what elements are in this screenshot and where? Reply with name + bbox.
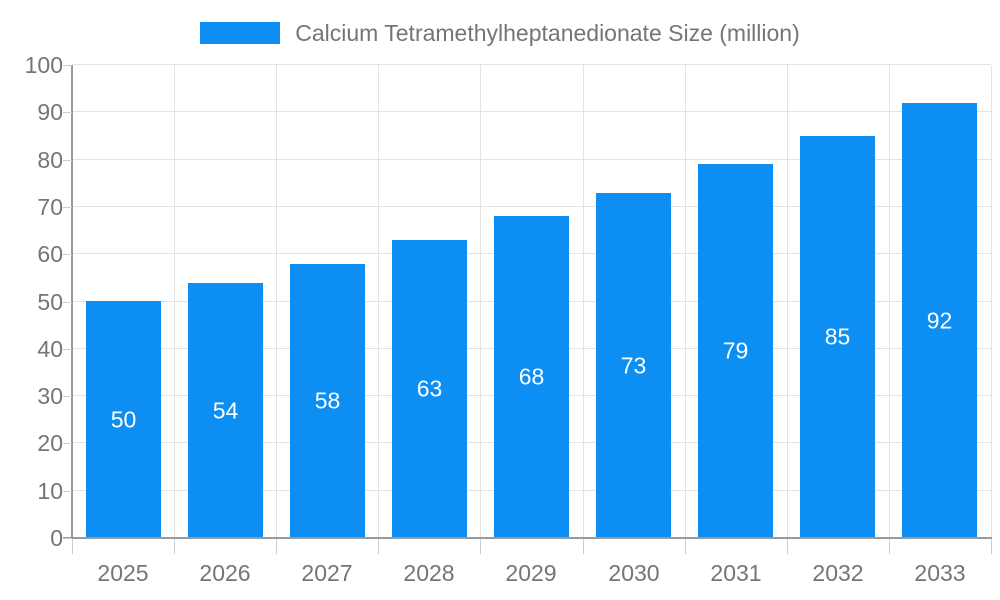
y-axis-tick [63, 491, 72, 492]
legend-label: Calcium Tetramethylheptanedionate Size (… [295, 19, 800, 46]
y-axis-tick-label: 90 [37, 99, 63, 125]
gridline-vertical [276, 65, 277, 538]
gridline-horizontal [72, 158, 991, 160]
legend-swatch [200, 22, 281, 44]
bar-value-label: 54 [212, 397, 239, 423]
y-axis-tick-label: 100 [24, 52, 63, 78]
y-axis-tick-label: 10 [37, 478, 63, 504]
y-axis-tick-label: 20 [37, 430, 63, 456]
x-axis-tick [378, 539, 379, 554]
x-axis-tick-label: 2030 [608, 560, 660, 586]
x-axis-tick-label: 2026 [199, 560, 251, 586]
gridline-vertical [889, 65, 890, 538]
gridline-vertical [787, 65, 788, 538]
x-axis-tick [889, 539, 890, 554]
plot-area: 50 54 58 63 68 73 79 85 92 [72, 64, 992, 538]
bar-value-label: 58 [314, 387, 341, 414]
x-axis-tick [685, 539, 686, 554]
bar-value-label: 73 [620, 352, 647, 378]
bar-2033[interactable]: 92 [902, 103, 977, 538]
x-axis-tick [991, 539, 992, 554]
bar-value-label: 79 [722, 337, 749, 364]
gridline-vertical [174, 65, 175, 538]
x-axis-tick-label: 2025 [97, 560, 149, 586]
gridline-vertical [991, 65, 992, 538]
gridline-horizontal [72, 205, 991, 207]
y-axis-tick-label: 60 [37, 241, 63, 267]
y-axis-tick [63, 65, 72, 66]
bar-value-label: 68 [518, 363, 545, 390]
x-axis-tick [583, 539, 584, 554]
bar-2029[interactable]: 68 [494, 216, 569, 538]
y-axis-tick [63, 207, 72, 208]
y-axis-tick-label: 50 [37, 289, 63, 315]
y-axis-tick [63, 443, 72, 444]
y-axis-tick [63, 396, 72, 397]
x-axis-tick-label: 2033 [914, 560, 966, 586]
x-axis-tick-label: 2032 [812, 560, 864, 586]
gridline-vertical [583, 65, 584, 538]
x-axis-tick-label: 2031 [710, 560, 762, 586]
bar-value-label: 50 [110, 406, 137, 432]
bar-2025[interactable]: 50 [86, 301, 161, 538]
x-axis-tick [174, 539, 175, 554]
x-axis-tick [72, 539, 73, 554]
y-axis-tick-label: 0 [50, 525, 63, 551]
gridline-vertical [685, 65, 686, 538]
gridline-horizontal [72, 111, 991, 113]
bar-2027[interactable]: 58 [290, 264, 365, 538]
bar-2031[interactable]: 79 [698, 164, 773, 538]
bar-value-label: 63 [416, 375, 443, 402]
y-axis-line [71, 65, 73, 539]
bar-value-label: 85 [824, 323, 851, 350]
gridline-vertical [480, 65, 481, 538]
x-axis-tick [276, 539, 277, 554]
gridline-vertical [378, 65, 379, 538]
y-axis-tick [63, 538, 72, 539]
y-axis-tick [63, 160, 72, 161]
x-axis-tick [787, 539, 788, 554]
y-axis-tick-label: 80 [37, 147, 63, 173]
x-axis-tick [480, 539, 481, 554]
x-axis-tick-label: 2029 [505, 560, 557, 586]
gridline-horizontal [72, 64, 991, 65]
y-axis-tick-label: 30 [37, 383, 63, 409]
bar-2032[interactable]: 85 [800, 136, 875, 538]
y-axis-tick-label: 70 [37, 194, 63, 220]
y-axis-tick [63, 112, 72, 113]
x-axis-line [63, 537, 992, 539]
x-axis-tick-label: 2028 [403, 560, 455, 586]
y-axis-tick [63, 302, 72, 303]
bar-value-label: 92 [926, 307, 953, 333]
y-axis-tick [63, 254, 72, 255]
bar-2028[interactable]: 63 [392, 240, 467, 538]
bar-2026[interactable]: 54 [188, 283, 263, 538]
bar-2030[interactable]: 73 [596, 193, 671, 538]
x-axis-tick-label: 2027 [301, 560, 353, 586]
y-axis-tick-label: 40 [37, 336, 63, 362]
chart-legend[interactable]: Calcium Tetramethylheptanedionate Size (… [0, 20, 1000, 46]
y-axis-tick [63, 349, 72, 350]
